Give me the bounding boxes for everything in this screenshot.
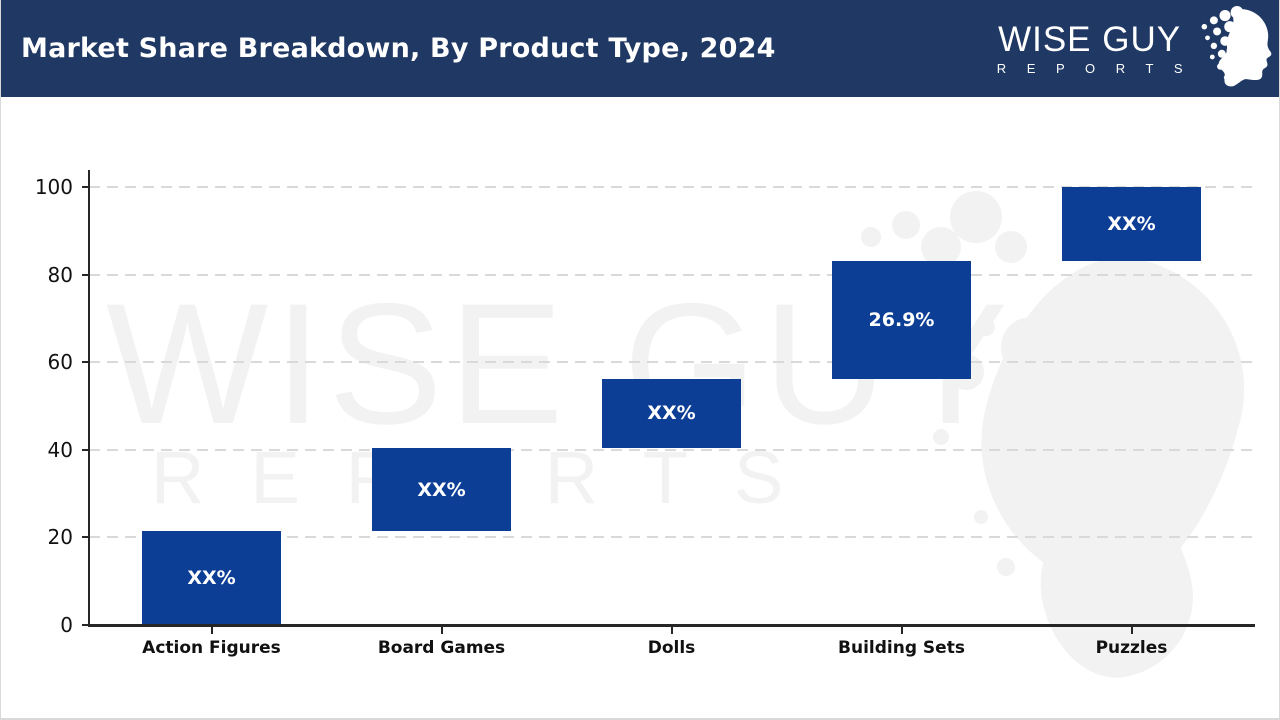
y-axis-line [88, 170, 90, 625]
gridline-20 [89, 536, 1254, 539]
gridline-100 [89, 186, 1254, 189]
watermark-dot [977, 318, 995, 336]
bar-value-label: 26.9% [868, 308, 935, 331]
bar-action-figures: XX% [142, 531, 281, 625]
y-tick [82, 536, 89, 539]
x-tick [670, 626, 673, 634]
watermark-dot [1039, 420, 1083, 464]
watermark-dot [950, 191, 1002, 243]
bar-value-label: XX% [417, 478, 466, 501]
y-tick-label: 0 [60, 612, 73, 637]
watermark-dot [1001, 467, 1021, 487]
bar-puzzles: XX% [1062, 187, 1201, 261]
logo-subtitle: R E P O R T S [996, 60, 1191, 76]
bar-board-games: XX% [372, 447, 511, 532]
watermark-dot [861, 227, 881, 247]
category-label-4: Building Sets [838, 638, 965, 658]
watermark-dot [997, 558, 1015, 576]
y-tick-label: 20 [47, 525, 73, 550]
x-tick [1130, 626, 1133, 634]
logo-text: WISE GUY R E P O R T S [988, 20, 1191, 76]
bar-building-sets: 26.9% [832, 261, 971, 379]
x-tick [900, 626, 903, 634]
watermark-dot [921, 227, 961, 267]
page-title: Market Share Breakdown, By Product Type,… [21, 33, 776, 64]
y-tick-label: 100 [34, 175, 73, 200]
bar-dolls: XX% [602, 378, 741, 448]
category-label-5: Puzzles [1095, 638, 1168, 658]
watermark-dot [933, 429, 949, 445]
y-tick [82, 273, 89, 276]
logo-head-icon [1201, 6, 1272, 87]
y-tick-label: 80 [47, 262, 73, 287]
x-tick [210, 626, 213, 634]
x-tick [440, 626, 443, 634]
bar-value-label: XX% [647, 402, 696, 425]
y-tick [82, 448, 89, 451]
gridline-60 [89, 361, 1254, 364]
y-tick-label: 40 [47, 437, 73, 462]
y-tick-label: 60 [47, 350, 73, 375]
gridline-40 [89, 448, 1254, 451]
watermark-dot [1001, 317, 1061, 377]
watermark-dot [989, 395, 1013, 419]
y-tick [82, 361, 89, 364]
category-label-3: Dolls [647, 638, 696, 658]
header-bar: Market Share Breakdown, By Product Type,… [1, 0, 1279, 97]
category-label-1: Action Figures [142, 638, 281, 658]
watermark-dot [974, 510, 988, 524]
logo-wordmark: WISE GUY [998, 20, 1182, 60]
bar-value-label: XX% [187, 566, 236, 589]
watermark-dot [995, 231, 1027, 263]
y-tick [82, 186, 89, 189]
category-label-2: Board Games [377, 638, 506, 658]
y-tick [82, 623, 89, 626]
bar-value-label: XX% [1107, 213, 1156, 236]
x-axis-line [88, 624, 1255, 627]
wise-guy-logo: WISE GUY R E P O R T S [988, 6, 1273, 92]
watermark-dot [892, 211, 920, 239]
gridline-80 [89, 273, 1254, 276]
